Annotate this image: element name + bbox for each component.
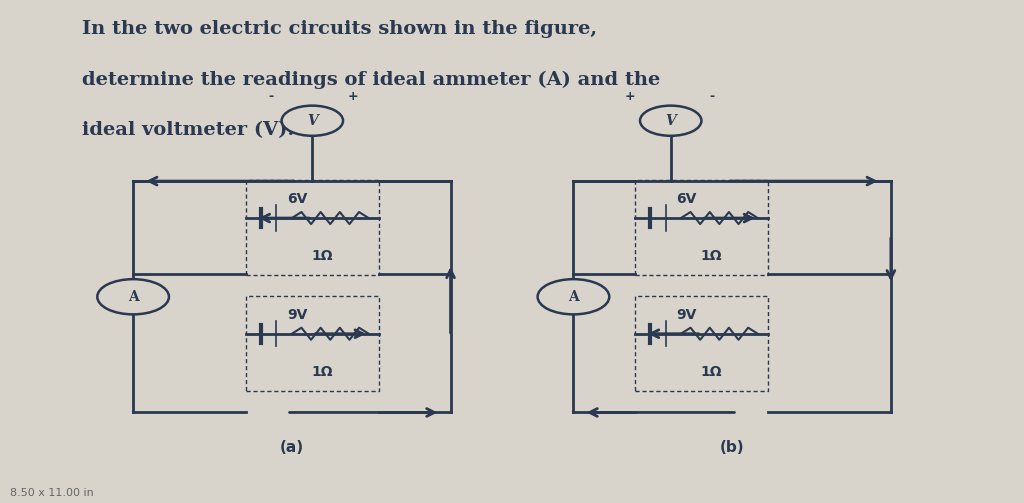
Text: determine the readings of ideal ammeter (A) and the: determine the readings of ideal ammeter … (82, 70, 660, 89)
Text: 1Ω: 1Ω (312, 249, 333, 263)
Circle shape (282, 106, 343, 136)
Bar (246, 180, 379, 276)
Text: V: V (666, 114, 676, 128)
Text: 6V: 6V (287, 193, 307, 206)
Text: V: V (307, 114, 317, 128)
Text: A: A (568, 290, 579, 304)
Text: -: - (709, 90, 715, 103)
Text: A: A (128, 290, 138, 304)
Circle shape (640, 106, 701, 136)
Text: -: - (268, 90, 274, 103)
Bar (635, 180, 768, 276)
Bar (246, 296, 379, 391)
Text: 9V: 9V (676, 308, 696, 322)
Text: 8.50 x 11.00 in: 8.50 x 11.00 in (10, 488, 94, 498)
Text: (b): (b) (720, 440, 744, 455)
Text: +: + (625, 90, 635, 103)
Text: 6V: 6V (676, 193, 696, 206)
Circle shape (538, 279, 609, 314)
Text: 9V: 9V (287, 308, 307, 322)
Circle shape (97, 279, 169, 314)
Text: 1Ω: 1Ω (312, 365, 333, 379)
Text: 1Ω: 1Ω (701, 365, 722, 379)
Text: (a): (a) (280, 440, 304, 455)
Text: +: + (348, 90, 358, 103)
Text: In the two electric circuits shown in the figure,: In the two electric circuits shown in th… (82, 20, 597, 38)
Text: ideal voltmeter (V).: ideal voltmeter (V). (82, 121, 294, 139)
Bar (635, 296, 768, 391)
Text: 1Ω: 1Ω (701, 249, 722, 263)
